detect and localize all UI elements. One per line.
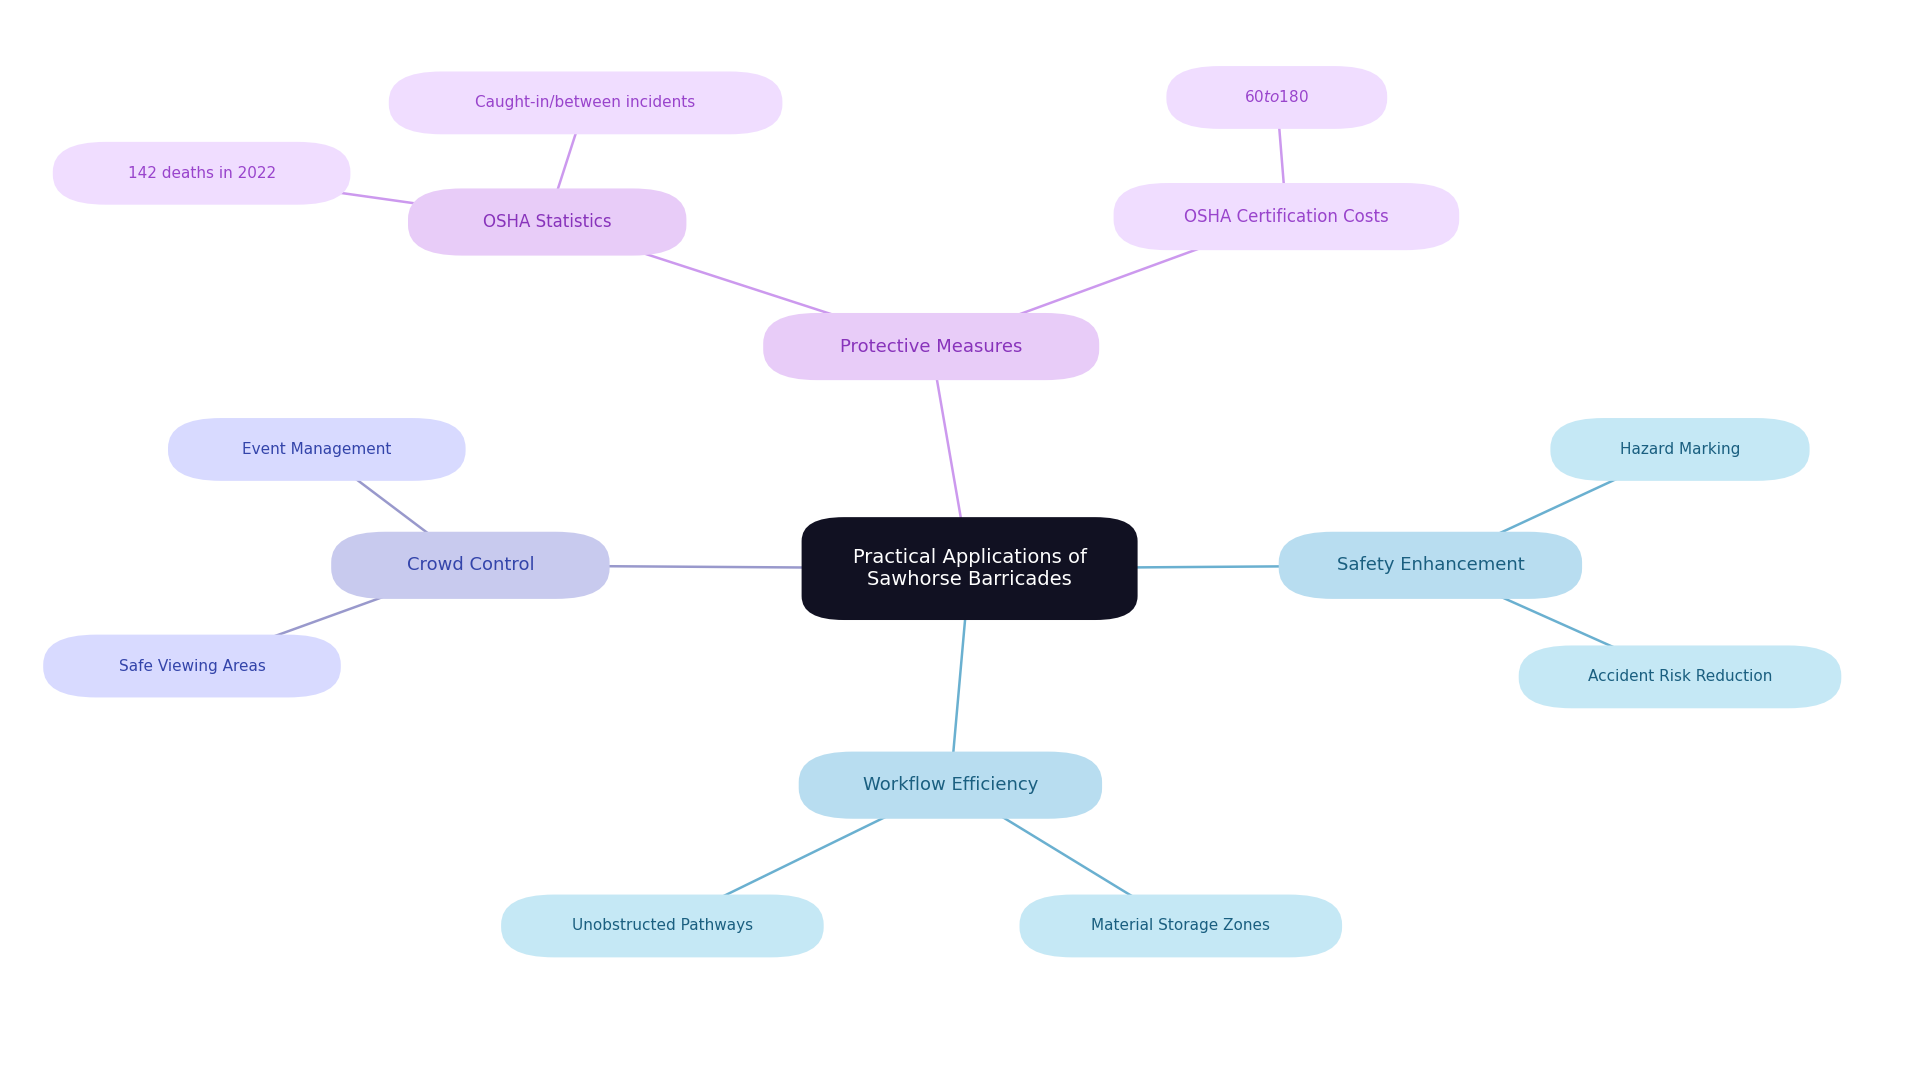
Text: OSHA Statistics: OSHA Statistics: [484, 213, 611, 231]
FancyBboxPatch shape: [1519, 645, 1841, 708]
Text: Accident Risk Reduction: Accident Risk Reduction: [1588, 669, 1772, 684]
Text: Workflow Efficiency: Workflow Efficiency: [862, 777, 1039, 794]
Text: Unobstructed Pathways: Unobstructed Pathways: [572, 918, 753, 934]
Text: Practical Applications of
Sawhorse Barricades: Practical Applications of Sawhorse Barri…: [852, 548, 1087, 589]
Text: Material Storage Zones: Material Storage Zones: [1091, 918, 1271, 934]
FancyBboxPatch shape: [330, 532, 611, 599]
FancyBboxPatch shape: [388, 71, 783, 134]
Text: Crowd Control: Crowd Control: [407, 557, 534, 574]
FancyBboxPatch shape: [1020, 895, 1342, 957]
FancyBboxPatch shape: [1279, 532, 1582, 599]
FancyBboxPatch shape: [1167, 66, 1386, 129]
FancyBboxPatch shape: [52, 142, 349, 205]
Text: Event Management: Event Management: [242, 442, 392, 457]
FancyBboxPatch shape: [169, 418, 465, 481]
FancyBboxPatch shape: [762, 313, 1098, 380]
FancyBboxPatch shape: [407, 188, 685, 256]
FancyBboxPatch shape: [44, 635, 340, 697]
Text: Safe Viewing Areas: Safe Viewing Areas: [119, 658, 265, 674]
FancyBboxPatch shape: [799, 752, 1102, 819]
Text: Caught-in/between incidents: Caught-in/between incidents: [476, 95, 695, 110]
Text: Safety Enhancement: Safety Enhancement: [1336, 557, 1524, 574]
Text: Protective Measures: Protective Measures: [841, 338, 1021, 355]
FancyBboxPatch shape: [1551, 418, 1809, 481]
Text: OSHA Certification Costs: OSHA Certification Costs: [1185, 208, 1388, 225]
FancyBboxPatch shape: [801, 518, 1137, 619]
Text: $60 to $180: $60 to $180: [1244, 90, 1309, 105]
Text: Hazard Marking: Hazard Marking: [1620, 442, 1740, 457]
FancyBboxPatch shape: [1114, 183, 1459, 250]
Text: 142 deaths in 2022: 142 deaths in 2022: [127, 166, 276, 181]
FancyBboxPatch shape: [501, 895, 824, 957]
